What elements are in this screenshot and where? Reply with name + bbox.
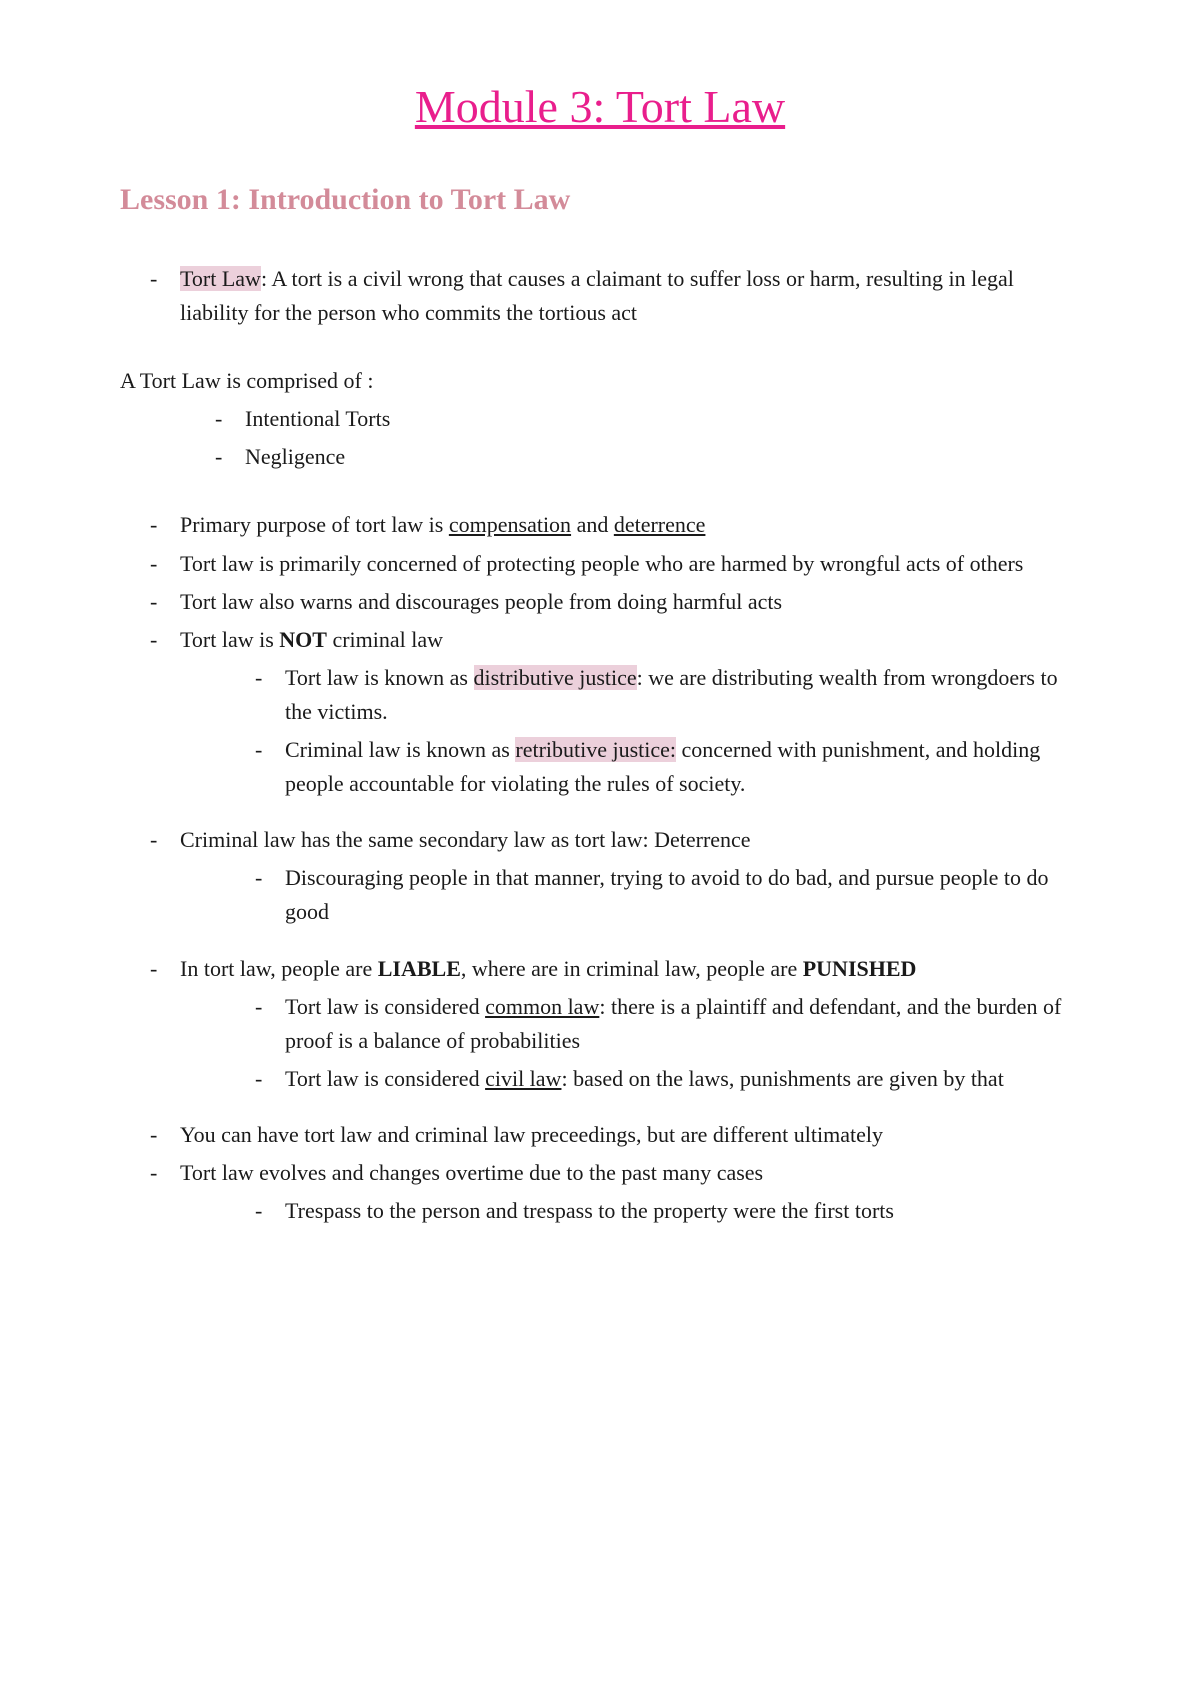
- definition-body: : A tort is a civil wrong that causes a …: [180, 266, 1014, 325]
- dash-marker: -: [150, 823, 180, 857]
- underlined-term: common law: [485, 994, 599, 1019]
- dash-marker: -: [255, 1194, 285, 1228]
- list-item: - Negligence: [215, 440, 1080, 474]
- list-item: - Tort law is primarily concerned of pro…: [150, 547, 1080, 581]
- liable-text: In tort law, people are LIABLE, where ar…: [180, 952, 1080, 986]
- dash-marker: -: [255, 1062, 285, 1096]
- sub-list-item: - Discouraging people in that manner, tr…: [255, 861, 1080, 929]
- purpose-text: Primary purpose of tort law is compensat…: [180, 508, 1080, 542]
- body-text: Criminal law has the same secondary law …: [180, 823, 1080, 857]
- text-segment: and: [571, 512, 614, 537]
- text-segment: : based on the laws, punishments are giv…: [561, 1066, 1003, 1091]
- body-text: You can have tort law and criminal law p…: [180, 1118, 1080, 1152]
- text-segment: , where are in criminal law, people are: [461, 956, 803, 981]
- body-text: Trespass to the person and trespass to t…: [285, 1194, 1080, 1228]
- not-criminal-text: Tort law is NOT criminal law: [180, 623, 1080, 657]
- dash-marker: -: [150, 623, 180, 657]
- text-segment: criminal law: [327, 627, 443, 652]
- comp-item-1: Intentional Torts: [245, 402, 1080, 436]
- document-page: Module 3: Tort Law Lesson 1: Introductio…: [0, 0, 1200, 1312]
- dash-marker: -: [150, 1156, 180, 1190]
- civil-law-text: Tort law is considered civil law: based …: [285, 1062, 1080, 1096]
- dash-marker: -: [150, 585, 180, 619]
- dash-marker: -: [150, 508, 180, 542]
- sub-list-item: - Tort law is known as distributive just…: [255, 661, 1080, 729]
- bold-term: PUNISHED: [803, 956, 917, 981]
- highlighted-term: retributive justice:: [515, 737, 676, 762]
- sub-list-item: - Criminal law is known as retributive j…: [255, 733, 1080, 801]
- highlighted-term: Tort Law: [180, 266, 261, 291]
- dash-marker: -: [255, 861, 285, 929]
- definition-bullet: - Tort Law: A tort is a civil wrong that…: [150, 262, 1080, 330]
- text-segment: In tort law, people are: [180, 956, 378, 981]
- list-item: - In tort law, people are LIABLE, where …: [150, 952, 1080, 986]
- sub-list-item: - Tort law is considered common law: the…: [255, 990, 1080, 1058]
- comprised-intro: A Tort Law is comprised of :: [120, 364, 1080, 398]
- list-item: - Tort law also warns and discourages pe…: [150, 585, 1080, 619]
- module-title: Module 3: Tort Law: [120, 80, 1080, 133]
- definition-text: Tort Law: A tort is a civil wrong that c…: [180, 262, 1080, 330]
- list-item: - Tort law is NOT criminal law: [150, 623, 1080, 657]
- highlighted-term: distributive justice: [474, 665, 637, 690]
- list-item: - Intentional Torts: [215, 402, 1080, 436]
- body-text: Tort law evolves and changes overtime du…: [180, 1156, 1080, 1190]
- underlined-term: civil law: [485, 1066, 561, 1091]
- dash-marker: -: [255, 733, 285, 801]
- dash-marker: -: [150, 262, 180, 330]
- lesson-heading: Lesson 1: Introduction to Tort Law: [120, 183, 1080, 217]
- list-item: - Tort law evolves and changes overtime …: [150, 1156, 1080, 1190]
- dash-marker: -: [150, 547, 180, 581]
- text-segment: Tort law is considered: [285, 1066, 485, 1091]
- sub-list-item: - Tort law is considered civil law: base…: [255, 1062, 1080, 1096]
- body-text: Tort law is primarily concerned of prote…: [180, 547, 1080, 581]
- body-text: Tort law also warns and discourages peop…: [180, 585, 1080, 619]
- dash-marker: -: [150, 1118, 180, 1152]
- retributive-text: Criminal law is known as retributive jus…: [285, 733, 1080, 801]
- text-segment: Primary purpose of tort law is: [180, 512, 449, 537]
- dash-marker: -: [215, 440, 245, 474]
- text-segment: Criminal law is known as: [285, 737, 515, 762]
- underlined-term: compensation: [449, 512, 571, 537]
- list-item: - You can have tort law and criminal law…: [150, 1118, 1080, 1152]
- bold-term: LIABLE: [378, 956, 461, 981]
- comp-item-2: Negligence: [245, 440, 1080, 474]
- sub-list-item: - Trespass to the person and trespass to…: [255, 1194, 1080, 1228]
- text-segment: Tort law is known as: [285, 665, 474, 690]
- text-segment: Tort law is: [180, 627, 279, 652]
- list-item: - Primary purpose of tort law is compens…: [150, 508, 1080, 542]
- dash-marker: -: [150, 952, 180, 986]
- dash-marker: -: [255, 990, 285, 1058]
- bold-term: NOT: [279, 627, 327, 652]
- common-law-text: Tort law is considered common law: there…: [285, 990, 1080, 1058]
- list-item: - Criminal law has the same secondary la…: [150, 823, 1080, 857]
- dash-marker: -: [255, 661, 285, 729]
- text-segment: Tort law is considered: [285, 994, 485, 1019]
- dash-marker: -: [215, 402, 245, 436]
- body-text: Discouraging people in that manner, tryi…: [285, 861, 1080, 929]
- underlined-term: deterrence: [614, 512, 706, 537]
- distributive-text: Tort law is known as distributive justic…: [285, 661, 1080, 729]
